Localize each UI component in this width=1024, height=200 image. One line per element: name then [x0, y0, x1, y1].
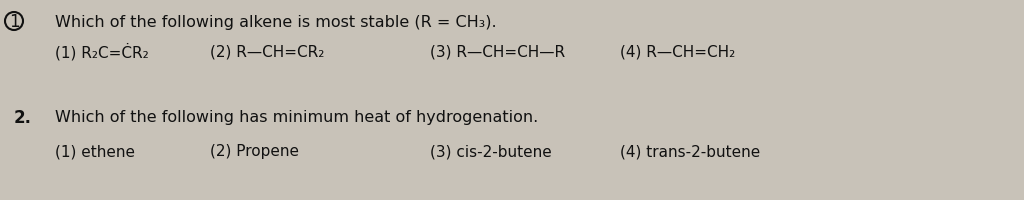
Text: (1) R₂C=ĊR₂: (1) R₂C=ĊR₂ [55, 43, 148, 60]
Text: 2.: 2. [14, 108, 32, 126]
Text: (3) R—CH=CH—R: (3) R—CH=CH—R [430, 44, 565, 59]
Text: (1) ethene: (1) ethene [55, 144, 135, 159]
Text: Which of the following has minimum heat of hydrogenation.: Which of the following has minimum heat … [55, 110, 539, 125]
Text: (4) R—CH=CH₂: (4) R—CH=CH₂ [620, 44, 735, 59]
Text: Which of the following alkene is most stable (R = CH₃).: Which of the following alkene is most st… [55, 14, 497, 29]
Text: 1: 1 [8, 13, 19, 31]
Text: (3) cis-2-butene: (3) cis-2-butene [430, 144, 552, 159]
Text: (2) Propene: (2) Propene [210, 144, 299, 159]
Text: (2) R—CH=CR₂: (2) R—CH=CR₂ [210, 44, 325, 59]
Text: (4) trans-2-butene: (4) trans-2-butene [620, 144, 760, 159]
